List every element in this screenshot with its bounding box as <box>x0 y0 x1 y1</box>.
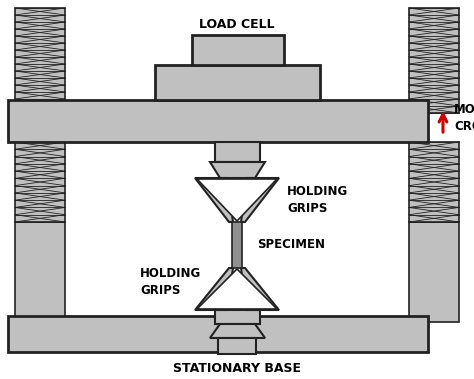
Bar <box>8 316 428 352</box>
Bar <box>15 8 65 113</box>
Polygon shape <box>195 178 233 222</box>
Polygon shape <box>197 179 277 221</box>
Polygon shape <box>241 268 279 310</box>
Bar <box>409 222 459 322</box>
Polygon shape <box>195 268 233 310</box>
Bar <box>15 222 65 322</box>
Bar <box>15 142 65 222</box>
Text: MOVING
CROSSHEAD: MOVING CROSSHEAD <box>454 103 474 133</box>
Text: HOLDING
GRIPS: HOLDING GRIPS <box>287 185 348 215</box>
Polygon shape <box>241 178 279 222</box>
Bar <box>409 8 459 113</box>
Polygon shape <box>210 162 265 178</box>
Bar <box>218 338 256 354</box>
Bar <box>409 142 459 222</box>
Bar <box>8 100 428 142</box>
Bar <box>215 310 260 324</box>
Text: STATIONARY BASE: STATIONARY BASE <box>173 362 301 374</box>
Bar <box>155 65 320 100</box>
Polygon shape <box>197 269 277 309</box>
Polygon shape <box>210 324 265 338</box>
Bar <box>215 142 260 162</box>
Bar <box>192 35 284 65</box>
Text: LOAD CELL: LOAD CELL <box>199 19 275 31</box>
Text: SPECIMEN: SPECIMEN <box>257 238 325 252</box>
Bar <box>232 222 242 268</box>
Text: HOLDING
GRIPS: HOLDING GRIPS <box>140 267 201 297</box>
